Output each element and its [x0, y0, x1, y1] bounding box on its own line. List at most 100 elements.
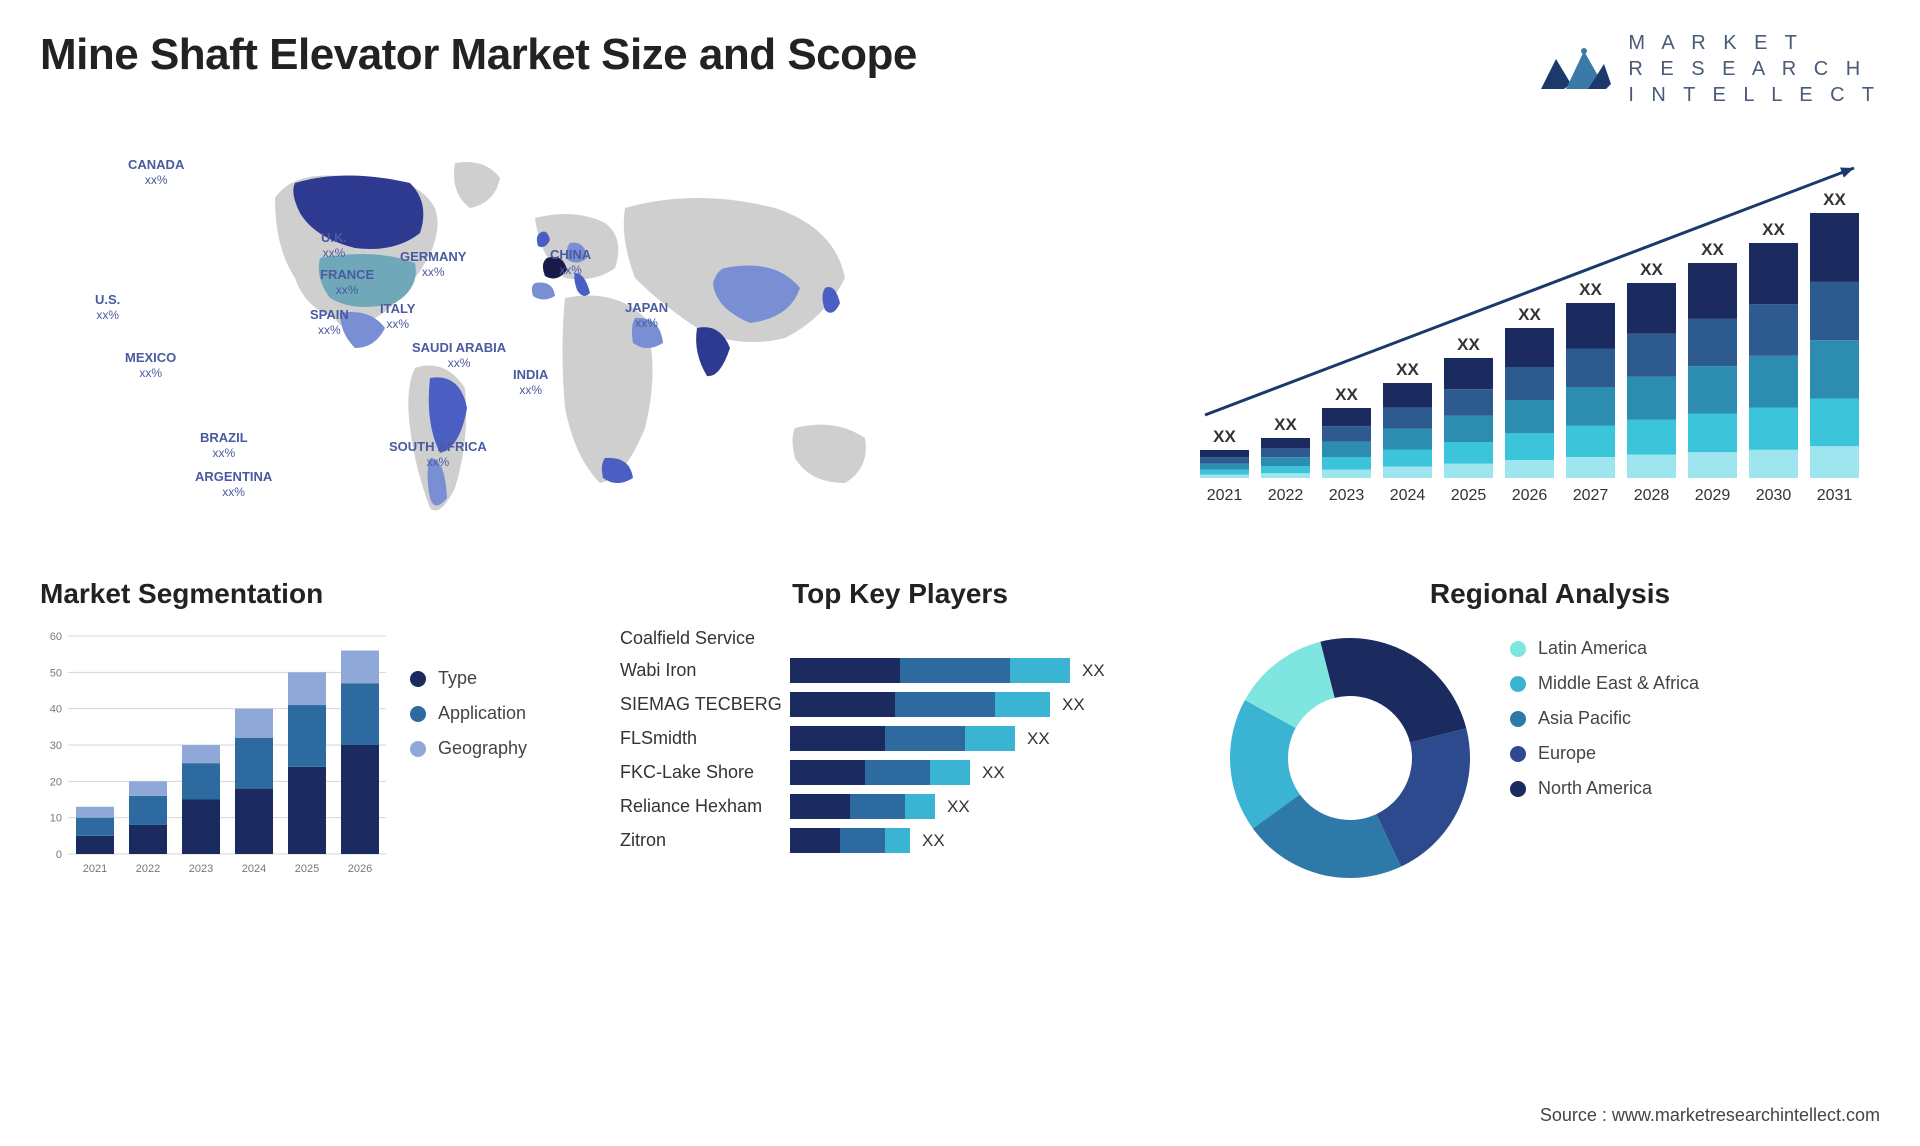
svg-text:2021: 2021: [83, 863, 107, 875]
svg-text:30: 30: [50, 740, 62, 752]
country-label: CANADAxx%: [128, 158, 184, 188]
player-value: XX: [1082, 661, 1105, 681]
player-value: XX: [1062, 695, 1085, 715]
svg-text:XX: XX: [1701, 240, 1724, 259]
svg-text:2024: 2024: [1390, 487, 1426, 504]
segmentation-chart: 0 10 20 30 40 50 60 2021 2022 2023 2024 2025 2026: [40, 628, 390, 878]
svg-text:2028: 2028: [1634, 487, 1670, 504]
svg-text:10: 10: [50, 813, 62, 825]
player-bar: [790, 794, 935, 819]
player-name: Reliance Hexham: [620, 796, 790, 817]
player-bar: [790, 760, 970, 785]
source-text: Source : www.marketresearchintellect.com: [1540, 1105, 1880, 1126]
logo-line3: I N T E L L E C T: [1628, 82, 1880, 108]
svg-text:20: 20: [50, 776, 62, 788]
player-name: FKC-Lake Shore: [620, 762, 790, 783]
svg-text:2022: 2022: [136, 863, 160, 875]
country-label: U.S.xx%: [95, 293, 120, 323]
player-name: FLSmidth: [620, 728, 790, 749]
country-label: JAPANxx%: [625, 301, 668, 331]
country-label: ITALYxx%: [380, 302, 415, 332]
regional-donut-chart: [1220, 628, 1480, 888]
player-bar: [790, 658, 1070, 683]
regional-legend: Latin America Middle East & Africa Asia Pa…: [1510, 638, 1699, 813]
player-row: Zitron XX: [620, 828, 1180, 853]
player-row: Wabi Iron XX: [620, 658, 1180, 683]
svg-text:XX: XX: [1335, 385, 1358, 404]
country-label: GERMANYxx%: [400, 250, 466, 280]
player-row: SIEMAG TECBERG XX: [620, 692, 1180, 717]
player-row: Reliance Hexham XX: [620, 794, 1180, 819]
regional-title: Regional Analysis: [1220, 578, 1880, 610]
svg-text:2025: 2025: [295, 863, 319, 875]
svg-text:XX: XX: [1274, 415, 1297, 434]
svg-text:2026: 2026: [1512, 487, 1548, 504]
svg-text:2027: 2027: [1573, 487, 1609, 504]
country-label: SOUTH AFRICAxx%: [389, 440, 487, 470]
svg-text:2026: 2026: [348, 863, 372, 875]
svg-text:2031: 2031: [1817, 487, 1853, 504]
legend-item: Type: [410, 668, 527, 689]
legend-item: Europe: [1510, 743, 1699, 764]
world-map: CANADAxx%U.S.xx%MEXICOxx%BRAZILxx%ARGENT…: [40, 138, 1130, 538]
player-value: XX: [947, 797, 970, 817]
country-label: INDIAxx%: [513, 368, 548, 398]
svg-text:XX: XX: [1518, 305, 1541, 324]
player-value: XX: [922, 831, 945, 851]
legend-item: North America: [1510, 778, 1699, 799]
player-bar: [790, 726, 1015, 751]
svg-text:2025: 2025: [1451, 487, 1487, 504]
player-row: FKC-Lake Shore XX: [620, 760, 1180, 785]
svg-text:2023: 2023: [189, 863, 213, 875]
country-label: CHINAxx%: [550, 248, 591, 278]
player-bar: [790, 828, 910, 853]
svg-text:2021: 2021: [1207, 487, 1243, 504]
legend-item: Application: [410, 703, 527, 724]
player-bar: [790, 692, 1050, 717]
svg-text:2024: 2024: [242, 863, 266, 875]
svg-text:XX: XX: [1457, 335, 1480, 354]
legend-item: Geography: [410, 738, 527, 759]
players-title: Top Key Players: [620, 578, 1180, 610]
segmentation-title: Market Segmentation: [40, 578, 580, 610]
player-value: XX: [1027, 729, 1050, 749]
player-name: Zitron: [620, 830, 790, 851]
country-label: SAUDI ARABIAxx%: [412, 341, 506, 371]
player-name: Wabi Iron: [620, 660, 790, 681]
svg-text:XX: XX: [1640, 260, 1663, 279]
logo-line2: R E S E A R C H: [1628, 56, 1880, 82]
svg-text:XX: XX: [1823, 190, 1846, 209]
player-value: XX: [982, 763, 1005, 783]
player-name: SIEMAG TECBERG: [620, 694, 790, 715]
legend-item: Middle East & Africa: [1510, 673, 1699, 694]
svg-text:XX: XX: [1762, 220, 1785, 239]
legend-item: Asia Pacific: [1510, 708, 1699, 729]
players-list: Coalfield ServiceWabi IronXXSIEMAG TECBE…: [620, 628, 1180, 853]
player-row: Coalfield Service: [620, 628, 1180, 649]
player-row: FLSmidth XX: [620, 726, 1180, 751]
svg-text:XX: XX: [1396, 360, 1419, 379]
svg-text:40: 40: [50, 704, 62, 716]
svg-text:0: 0: [56, 849, 62, 861]
growth-bar-chart: XX 2021 XX 2022 XX 2023 XX 2024 XX 2025 XX 2026 XX 20…: [1190, 138, 1880, 538]
svg-text:50: 50: [50, 667, 62, 679]
country-label: ARGENTINAxx%: [195, 470, 272, 500]
svg-text:2022: 2022: [1268, 487, 1304, 504]
country-label: MEXICOxx%: [125, 351, 176, 381]
page-title: Mine Shaft Elevator Market Size and Scop…: [40, 30, 917, 80]
logo-line1: M A R K E T: [1628, 30, 1880, 56]
svg-text:2023: 2023: [1329, 487, 1365, 504]
legend-item: Latin America: [1510, 638, 1699, 659]
logo-icon: [1536, 39, 1616, 99]
svg-text:2029: 2029: [1695, 487, 1731, 504]
svg-text:XX: XX: [1213, 427, 1236, 446]
country-label: SPAINxx%: [310, 308, 349, 338]
svg-text:60: 60: [50, 631, 62, 643]
country-label: U.K.xx%: [321, 231, 347, 261]
svg-text:2030: 2030: [1756, 487, 1792, 504]
logo: M A R K E T R E S E A R C H I N T E L L …: [1536, 30, 1880, 108]
segmentation-legend: Type Application Geography: [410, 668, 527, 878]
player-name: Coalfield Service: [620, 628, 790, 649]
svg-text:XX: XX: [1579, 280, 1602, 299]
country-label: FRANCExx%: [320, 268, 374, 298]
